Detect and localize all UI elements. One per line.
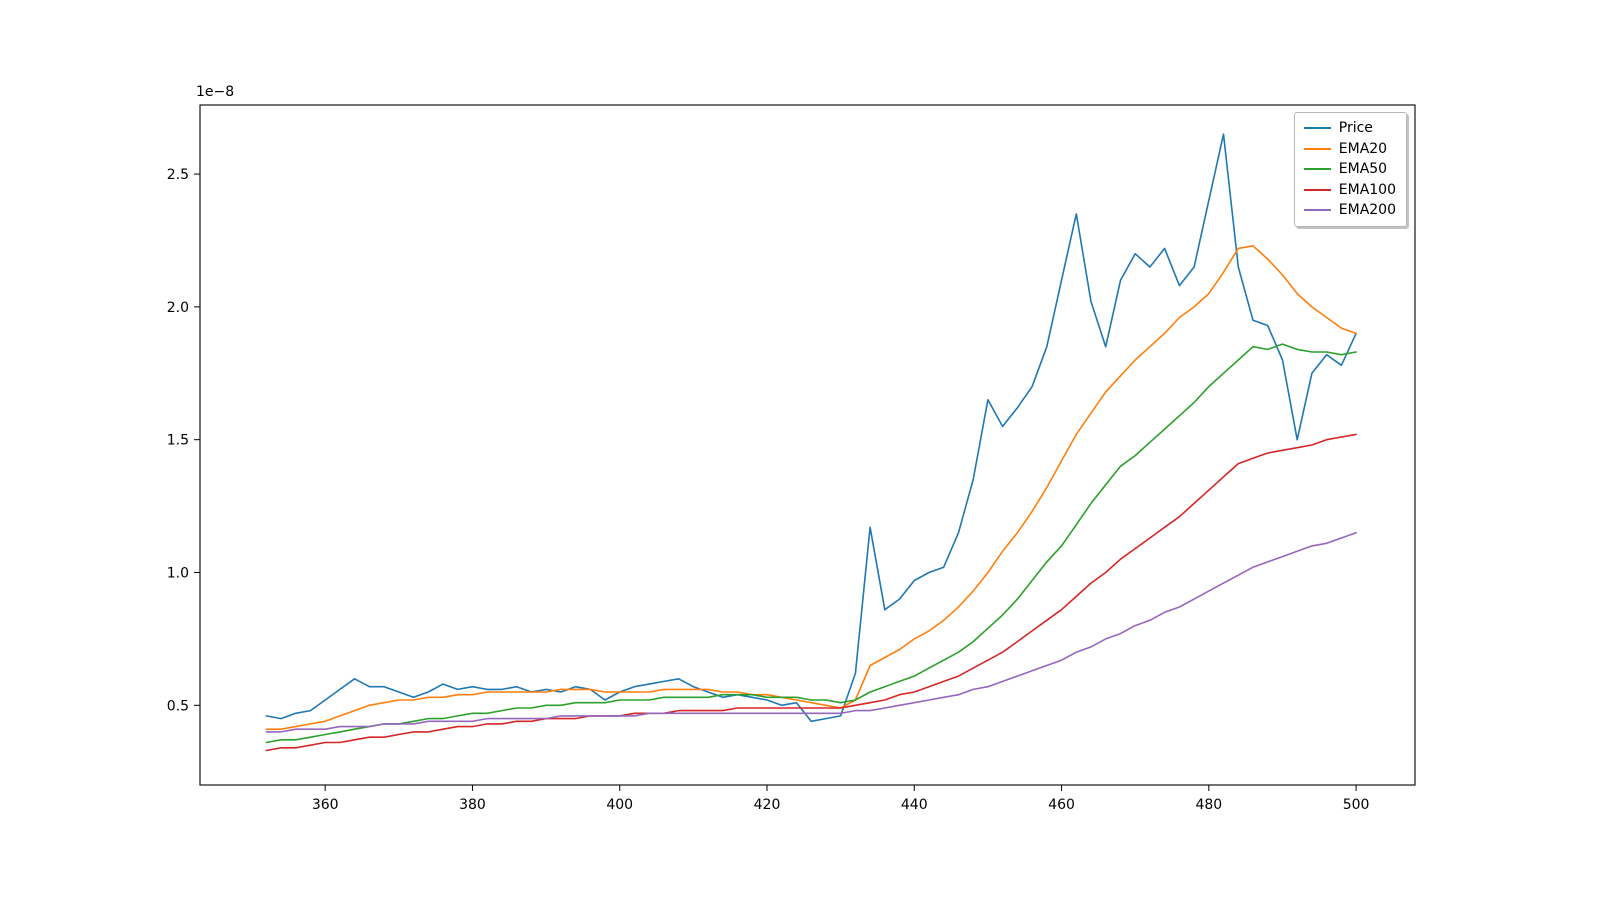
x-tick-label: 380 bbox=[459, 797, 486, 813]
y-tick-label: 2.5 bbox=[167, 167, 189, 183]
legend-item-price: Price bbox=[1303, 118, 1396, 139]
axes-frame bbox=[199, 104, 1416, 786]
legend-item-ema20: EMA20 bbox=[1303, 139, 1396, 160]
series-line-ema100 bbox=[265, 433, 1357, 752]
legend-item-ema200: EMA200 bbox=[1303, 200, 1396, 221]
x-tick-label: 420 bbox=[754, 797, 781, 813]
y-tick-label: 1.5 bbox=[167, 433, 189, 449]
legend-item-ema100: EMA100 bbox=[1303, 180, 1396, 201]
legend-label-ema100: EMA100 bbox=[1338, 181, 1396, 198]
legend-swatch-ema20 bbox=[1303, 147, 1331, 150]
y-tick-label: 1.0 bbox=[167, 566, 189, 582]
legend-swatch-ema50 bbox=[1303, 168, 1331, 171]
x-tick-label: 360 bbox=[312, 797, 339, 813]
series-line-ema200 bbox=[265, 531, 1357, 733]
legend-label-ema50: EMA50 bbox=[1338, 161, 1388, 178]
x-tick-label: 400 bbox=[606, 797, 633, 813]
series-line-ema50 bbox=[265, 343, 1357, 744]
legend-item-ema50: EMA50 bbox=[1303, 159, 1396, 180]
series-line-price bbox=[265, 133, 1357, 723]
legend: Price EMA20 EMA50 EMA100 EMA200 bbox=[1293, 112, 1407, 227]
y-axis-offset-text: 1e−8 bbox=[196, 84, 234, 100]
y-tick-label: 0.5 bbox=[167, 698, 189, 714]
legend-label-ema200: EMA200 bbox=[1338, 202, 1396, 219]
legend-swatch-price bbox=[1303, 127, 1331, 130]
legend-swatch-ema200 bbox=[1303, 209, 1331, 212]
y-tick-label: 2.0 bbox=[167, 300, 189, 316]
x-tick-label: 480 bbox=[1195, 797, 1222, 813]
x-tick-label: 500 bbox=[1343, 797, 1370, 813]
series-line-ema20 bbox=[265, 245, 1357, 731]
x-tick-label: 440 bbox=[901, 797, 928, 813]
legend-label-ema20: EMA20 bbox=[1338, 140, 1388, 157]
legend-label-price: Price bbox=[1338, 120, 1373, 137]
legend-swatch-ema100 bbox=[1303, 188, 1331, 191]
x-tick-label: 460 bbox=[1048, 797, 1075, 813]
